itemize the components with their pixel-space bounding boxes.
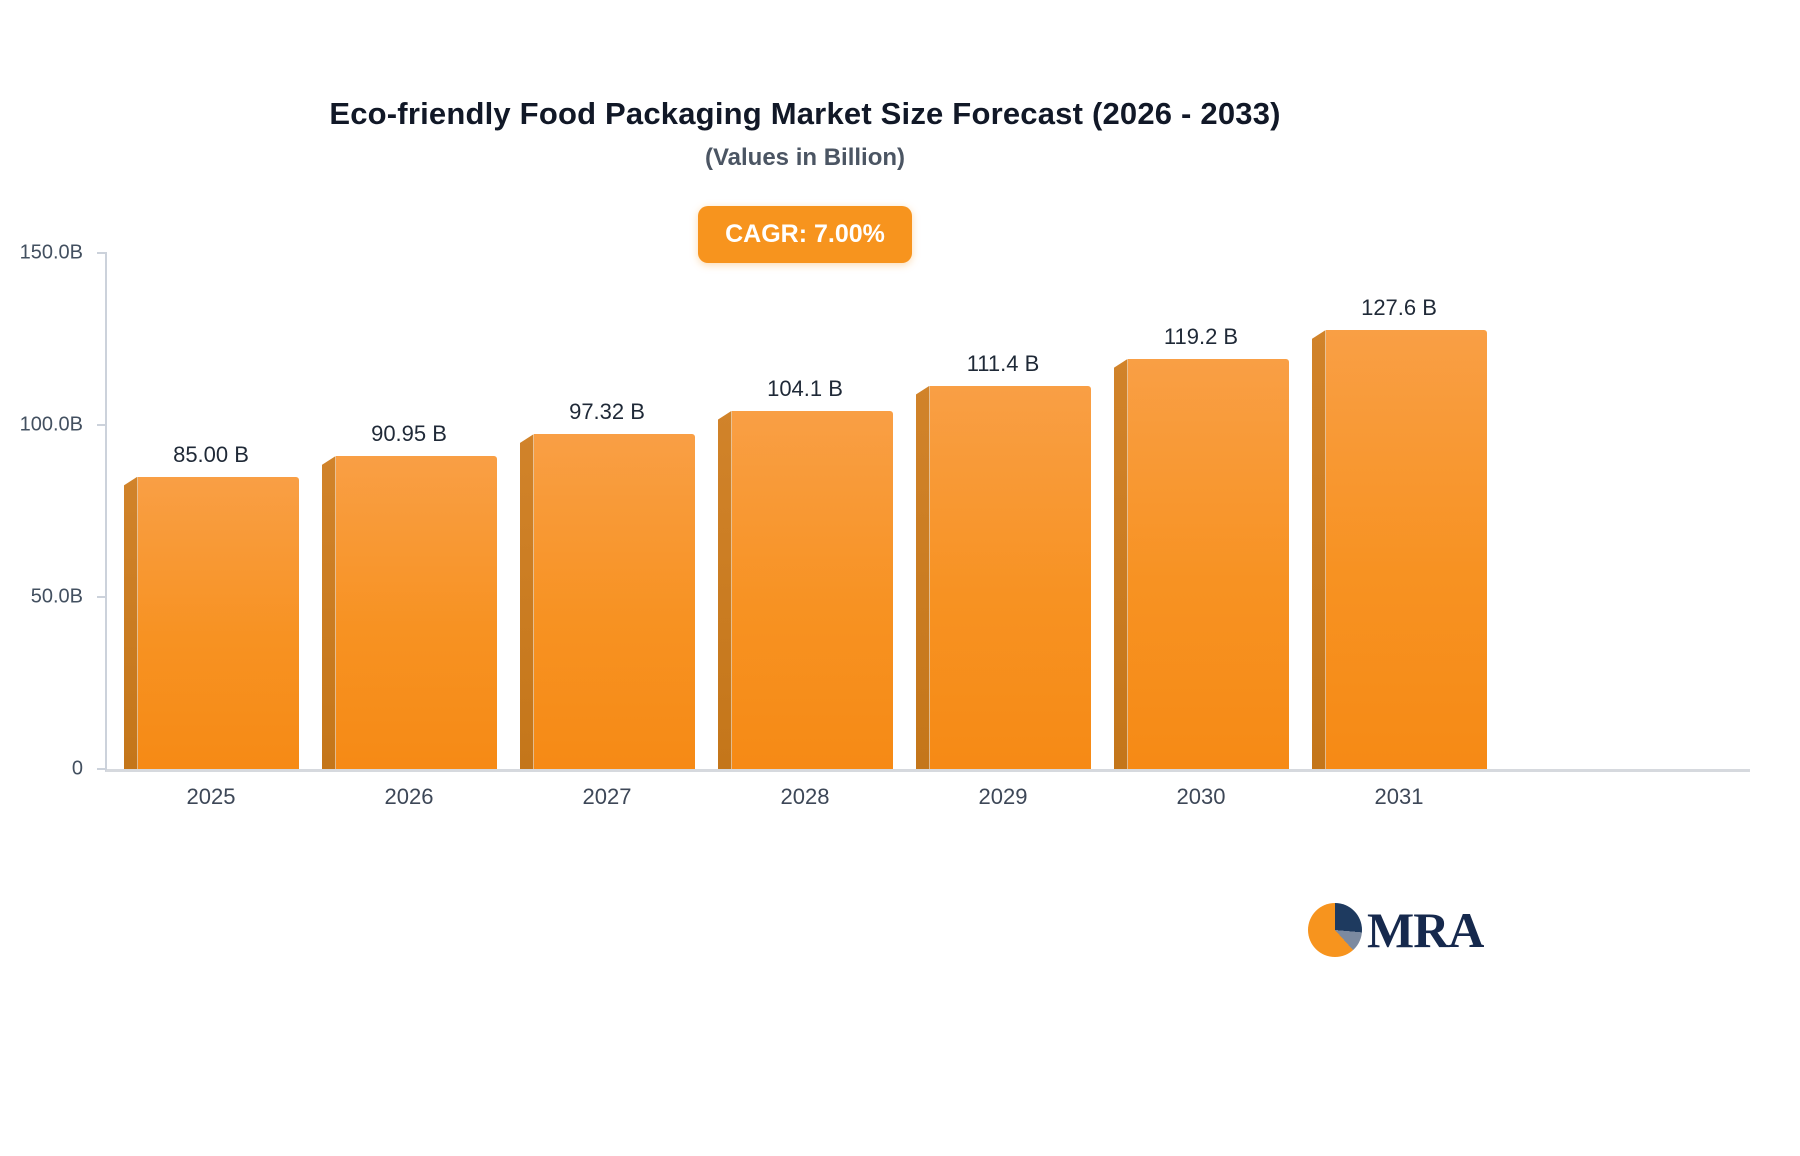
bar-value-label: 111.4 B (966, 350, 1040, 376)
bar-value-label: 90.95 B (371, 421, 447, 447)
y-axis-tick-label: 100.0B (19, 413, 83, 436)
bar-3d-edge (519, 434, 534, 769)
cagr-badge: CAGR: 7.00% (698, 206, 912, 263)
x-axis-label-2031: 2031 (1374, 784, 1424, 809)
bars-container: 85.00 B 90.95 B 97.32 B 104.1 B 111.4 B 119.2… (112, 253, 1498, 769)
x-axis-labels: 2025 2026 2027 2028 2029 2030 2031 (112, 784, 1498, 810)
y-axis-tick-mark (97, 768, 107, 770)
bar-3d-edge (123, 476, 138, 769)
bar-slot: 111.4 B (904, 253, 1102, 769)
bar-face (533, 434, 695, 769)
bar-slot: 119.2 B (1102, 253, 1300, 769)
bar-value-label: 127.6 B (1361, 295, 1437, 321)
bar-2027[interactable] (519, 434, 695, 769)
x-axis-label-2025: 2025 (186, 784, 236, 809)
bar-2026[interactable] (321, 456, 497, 769)
bar-slot: 97.32 B (508, 253, 706, 769)
bar-face (1325, 330, 1487, 769)
bar-3d-edge (321, 456, 336, 769)
y-axis-tick-mark (97, 424, 107, 426)
mra-pie-logo-icon (1308, 903, 1362, 957)
bar-2025[interactable] (123, 476, 299, 769)
chart-header: Eco-friendly Food Packaging Market Size … (0, 0, 1610, 263)
x-axis-label-2028: 2028 (780, 784, 830, 809)
x-axis-label-2026: 2026 (384, 784, 434, 809)
bar-face (929, 385, 1091, 769)
bar-3d-edge (717, 410, 732, 769)
bar-slot: 104.1 B (706, 253, 904, 769)
bar-3d-edge (1311, 330, 1326, 769)
bar-value-label: 104.1 B (767, 375, 843, 401)
bar-value-label: 97.32 B (569, 399, 645, 425)
bar-face (335, 456, 497, 769)
bar-slot: 90.95 B (310, 253, 508, 769)
bar-face (731, 410, 893, 769)
bar-2031[interactable] (1311, 330, 1487, 769)
x-axis-label-2029: 2029 (978, 784, 1028, 809)
bar-slot: 127.6 B (1300, 253, 1498, 769)
bar-value-label: 85.00 B (173, 441, 249, 467)
bar-slot: 85.00 B (112, 253, 310, 769)
mra-logo: MRA (1308, 901, 1484, 959)
chart-subtitle: (Values in Billion) (704, 144, 906, 171)
bar-face (1127, 358, 1289, 769)
x-axis-label-2030: 2030 (1176, 784, 1226, 809)
plot-area: 150.0B 100.0B 50.0B 0 85.00 B 90.95 B 97.32 B… (20, 242, 1750, 809)
bar-2029[interactable] (915, 385, 1091, 769)
bar-3d-edge (915, 385, 930, 769)
chart-title: Eco-friendly Food Packaging Market Size … (329, 96, 1281, 131)
bar-2030[interactable] (1113, 358, 1289, 769)
bar-face (137, 476, 299, 769)
y-axis-tick-mark (97, 596, 107, 598)
mra-logo-text: MRA (1367, 902, 1484, 958)
x-axis-label-2027: 2027 (582, 784, 632, 809)
y-axis-tick-label: 0 (71, 757, 83, 780)
bar-2028[interactable] (717, 410, 893, 769)
y-axis-tick-label: 50.0B (30, 585, 83, 608)
bar-value-label: 119.2 B (1163, 323, 1239, 349)
bar-3d-edge (1113, 358, 1128, 769)
